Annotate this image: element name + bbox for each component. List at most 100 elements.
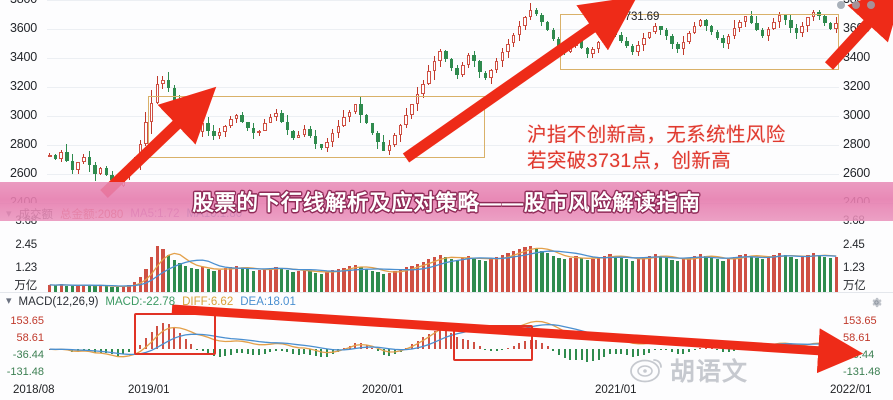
volume-bar <box>466 256 471 293</box>
volume-bar <box>540 250 544 293</box>
volume-bar <box>715 259 719 293</box>
x-axis-tick: 2018/08 <box>13 384 55 396</box>
candlestick <box>387 0 391 203</box>
volume-bar <box>280 268 284 293</box>
candle-body <box>738 21 742 28</box>
volume-bar <box>110 286 114 293</box>
volume-bar <box>449 258 454 293</box>
candlestick <box>749 0 754 203</box>
candlestick <box>336 0 341 203</box>
candle-body <box>263 123 267 131</box>
candle-body <box>511 34 516 44</box>
volume-bar <box>150 257 154 293</box>
volume-bar <box>642 257 646 293</box>
candle-body <box>223 126 227 132</box>
candle-body <box>749 15 754 24</box>
volume-bar <box>619 257 623 293</box>
candlestick <box>302 0 307 203</box>
volume-bar <box>738 255 742 293</box>
candle-body <box>347 111 352 118</box>
volume-bar <box>178 263 182 293</box>
candlestick <box>347 0 352 203</box>
volume-plot-area[interactable] <box>47 222 839 293</box>
candle-body <box>70 160 75 170</box>
candle-body <box>466 55 471 66</box>
candlestick <box>342 0 346 203</box>
candle-body <box>540 14 544 22</box>
candlestick <box>359 0 363 203</box>
volume-bar <box>438 254 442 293</box>
candle-body <box>517 26 522 35</box>
candle-body <box>755 23 759 31</box>
volume-bar <box>421 261 425 293</box>
volume-bar <box>670 259 674 293</box>
dot-3 <box>867 1 875 9</box>
volume-bar <box>647 255 652 293</box>
candle-body <box>87 156 92 166</box>
candlestick <box>82 0 86 203</box>
candle-body <box>483 72 488 79</box>
candlestick <box>217 0 222 203</box>
candlestick <box>251 0 256 203</box>
consolidation-box-1 <box>148 96 485 158</box>
volume-bar <box>76 285 80 293</box>
volume-bar <box>557 257 561 293</box>
candle-body <box>53 155 58 160</box>
candlestick <box>229 0 233 203</box>
macd-header[interactable]: ▾ MACD(12,26,9) MACD:-22.78 DIFF:6.62 DE… <box>6 295 296 308</box>
candlestick <box>709 0 714 203</box>
volume-bar <box>336 268 340 293</box>
volume-bar <box>766 257 770 293</box>
candle-body <box>528 10 533 18</box>
title-banner: 股票的下行线解析及应对策略——股市风险解读指南 <box>0 182 893 221</box>
volume-bar <box>195 269 199 293</box>
candle-body <box>664 30 669 37</box>
candlestick <box>110 0 114 203</box>
volume-bar <box>404 267 408 293</box>
candle-body <box>789 20 793 28</box>
candle-body <box>676 43 680 50</box>
macd-dea-value: DEA:18.01 <box>240 295 296 308</box>
candle-body <box>653 26 657 32</box>
macd-diff-value: DIFF:6.62 <box>182 295 234 308</box>
candle-body <box>478 60 482 73</box>
candle-wick <box>298 131 300 139</box>
gear-icon[interactable] <box>870 296 883 309</box>
volume-bar <box>291 271 295 293</box>
candle-body <box>692 26 697 34</box>
volume-bar <box>319 273 323 293</box>
candle-body <box>421 84 425 95</box>
candle-body <box>296 134 301 138</box>
volume-bar <box>546 253 550 293</box>
candlestick <box>676 0 680 203</box>
macd-histogram-bar <box>139 344 142 350</box>
candle-body <box>359 104 363 115</box>
volume-bar <box>432 257 437 293</box>
x-axis: 2018/08 2019/01 2020/01 2021/01 2022/01 <box>0 381 893 400</box>
candlestick <box>777 0 782 203</box>
volume-bar <box>331 270 335 293</box>
volume-bar <box>512 251 516 293</box>
consolidation-box-2 <box>560 14 839 70</box>
volume-bar <box>772 255 776 293</box>
candlestick <box>127 0 131 203</box>
chevron-down-icon-macd[interactable]: ▾ <box>6 295 12 307</box>
candle-body <box>704 20 708 27</box>
candle-body <box>251 127 256 134</box>
candle-body <box>98 168 103 174</box>
candle-body <box>472 55 476 61</box>
volume-bar <box>523 247 527 293</box>
candlestick <box>393 0 397 203</box>
candle-body <box>489 69 493 79</box>
candlestick <box>353 0 358 203</box>
volume-bar <box>630 260 635 293</box>
candlestick <box>506 0 510 203</box>
candle-body <box>393 134 397 145</box>
candle-body <box>800 26 804 34</box>
candlestick <box>653 0 657 203</box>
volume-bar <box>789 257 793 293</box>
candle-body <box>138 143 143 160</box>
candlestick <box>98 0 103 203</box>
candle-body <box>647 31 652 38</box>
candle-body <box>104 168 109 175</box>
